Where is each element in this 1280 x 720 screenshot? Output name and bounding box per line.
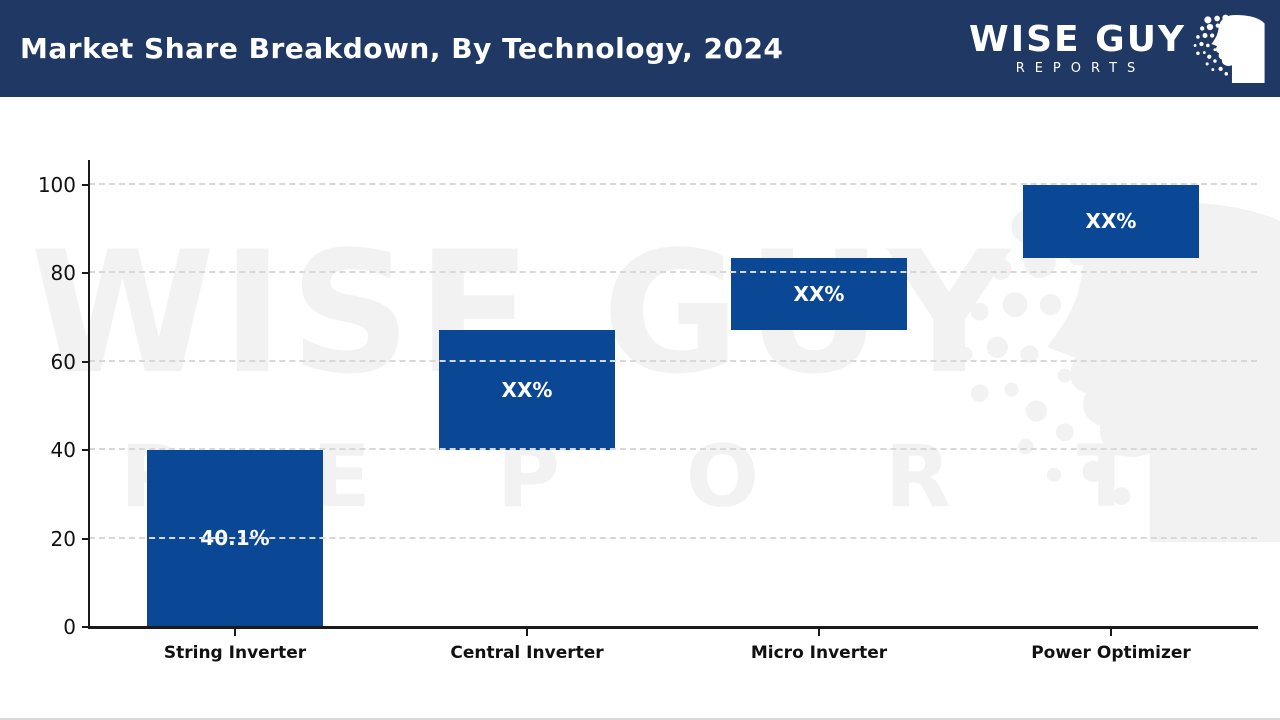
brand-name: WISE GUY [968,19,1186,60]
x-category-label-power-optimizer: Power Optimizer [1031,643,1191,663]
page-title: Market Share Breakdown, By Technology, 2… [20,32,784,65]
bar-power-optimizer: XX% [1023,185,1199,258]
y-tick [82,626,89,628]
gridline-100 [89,183,1257,185]
gridline-20 [89,536,1257,539]
x-tick [818,629,820,636]
gridline-80 [89,271,1257,274]
y-tick [82,272,89,275]
x-axis-line [88,626,1258,629]
x-category-label-string-inverter: String Inverter [163,643,307,663]
x-tick [1110,629,1112,636]
y-tick-label: 20 [50,526,76,551]
y-tick [82,449,89,452]
y-axis-line [88,160,90,627]
y-tick [82,184,89,186]
bar-value-label: XX% [501,377,553,402]
y-tick-label: 40 [50,438,76,463]
bar-micro-inverter: XX% [731,257,907,330]
brand-subtitle: REPORTS [1015,61,1146,76]
x-category-label-micro-inverter: Micro Inverter [750,643,888,663]
y-tick-label: 60 [50,349,76,374]
dotted-head-icon [1193,14,1265,83]
header-bar: Market Share Breakdown, By Technology, 2… [0,0,1280,97]
y-tick-label: 0 [63,615,76,639]
y-tick [82,537,89,540]
bar-value-label: XX% [1085,209,1137,234]
gridline-60 [89,359,1257,362]
bar-value-label: XX% [793,281,845,306]
y-tick [82,360,89,363]
y-tick-label: 100 [37,173,76,197]
gridline-40 [89,448,1257,451]
bar-central-inverter: XX% [439,329,615,450]
bottom-divider [0,718,1280,720]
x-tick [234,629,236,636]
brand-logo: WISE GUY REPORTS [969,8,1266,90]
x-tick [526,629,528,636]
plot-area: 40.1% XX% XX% XX% [89,141,1257,627]
brand-logo-text: WISE GUY REPORTS [968,19,1186,76]
x-category-label-central-inverter: Central Inverter [450,643,604,663]
y-tick-label: 80 [50,261,76,286]
